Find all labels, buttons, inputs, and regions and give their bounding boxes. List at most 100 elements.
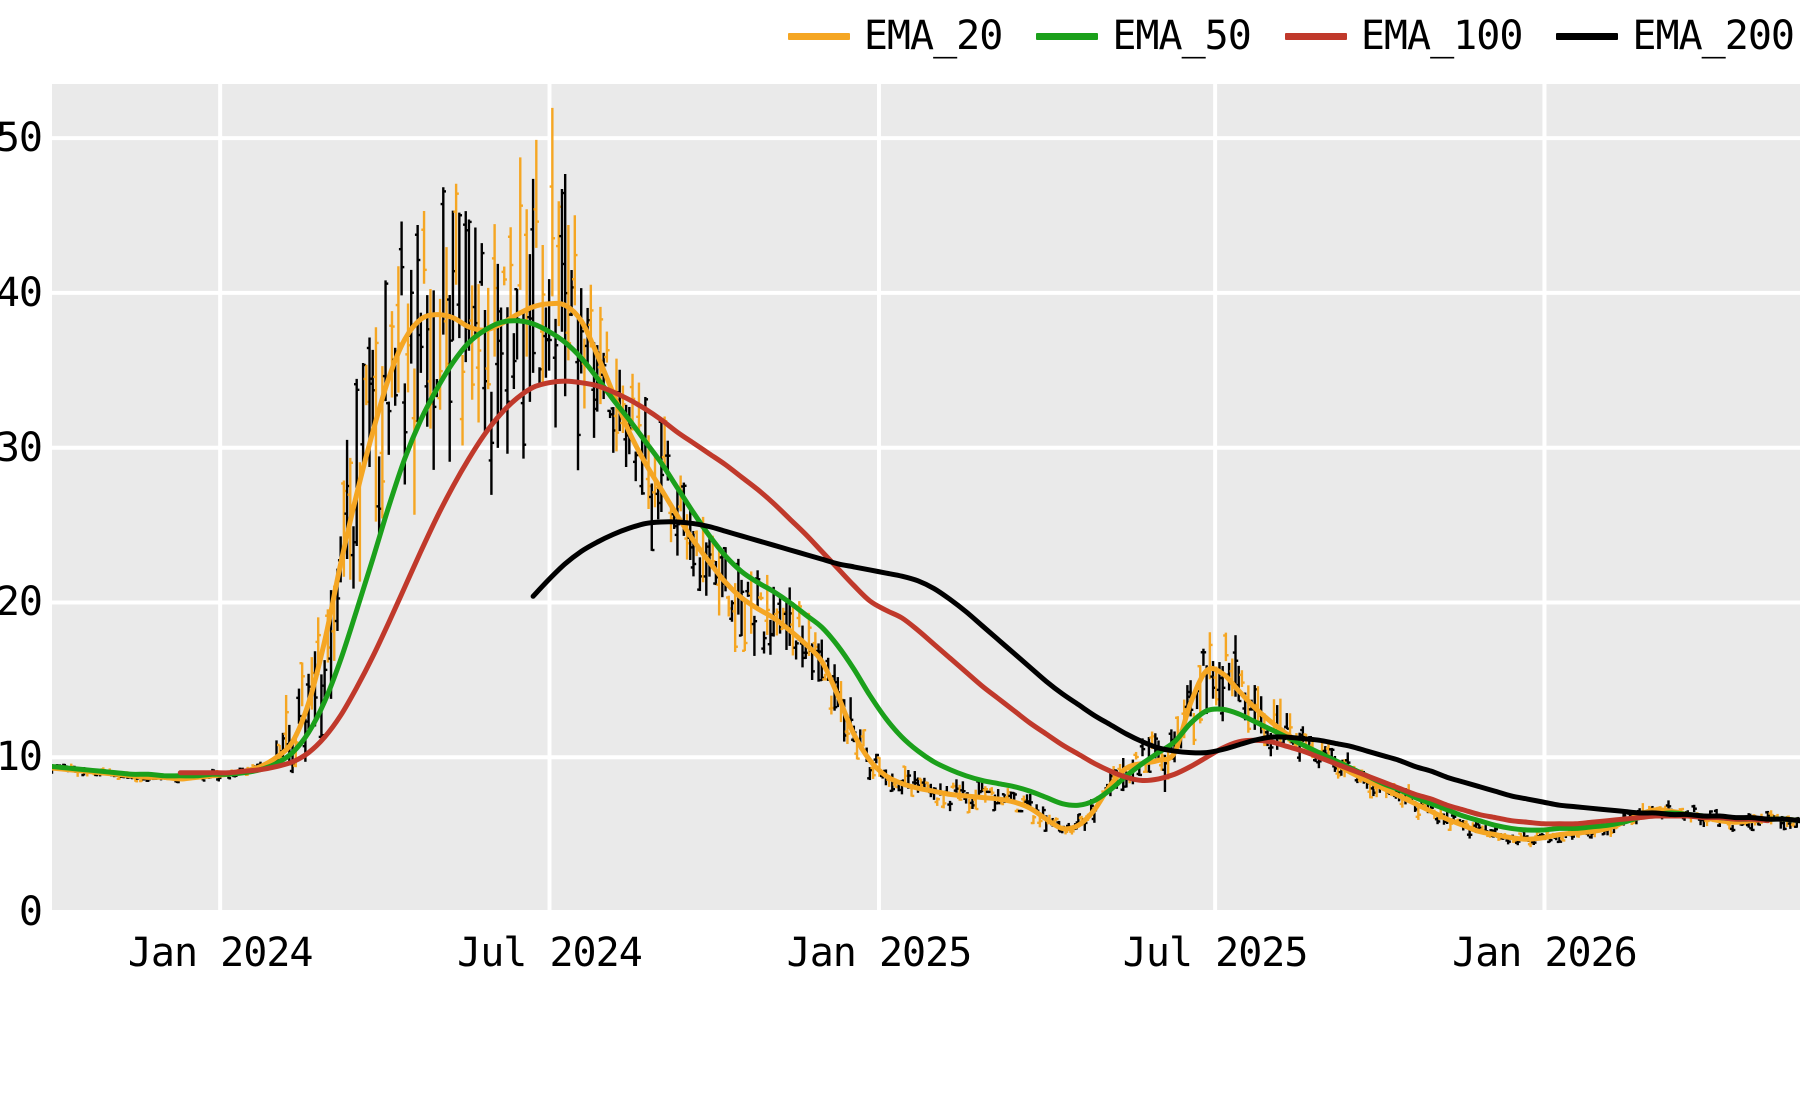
y-axis-tick-label: 20 (0, 579, 43, 626)
legend-item-ema_100[interactable]: EMA_100 (1284, 16, 1523, 56)
ohlc-bar (742, 602, 748, 652)
ohlc-bar (475, 284, 482, 423)
legend-line-swatch (1284, 32, 1347, 40)
ohlc-bar (633, 451, 639, 482)
ohlc-bar (520, 311, 527, 459)
ohlc-bar (796, 601, 803, 628)
ohlc-bar (761, 631, 767, 654)
ohlc-bar (956, 784, 963, 801)
legend-line-swatch (1036, 32, 1099, 40)
ohlc-bar (501, 266, 507, 286)
legend-line-swatch (1556, 32, 1619, 40)
y-axis-tick-label: 40 (0, 269, 43, 316)
ohlc-bar (488, 391, 495, 495)
ohlc-bar (540, 244, 546, 386)
ohlc-bar (793, 640, 799, 660)
ohlc-bar (456, 212, 463, 339)
ohlc-bar (947, 800, 953, 812)
ohlc-bar (350, 526, 357, 589)
ohlc-bar (758, 592, 764, 601)
ohlc-bar (296, 688, 302, 724)
ohlc-bar (738, 579, 745, 637)
legend-item-ema_200[interactable]: EMA_200 (1556, 13, 1795, 59)
ohlc-bar (1781, 821, 1787, 831)
ohlc-bar (575, 316, 581, 471)
ohlc-bar (556, 201, 562, 327)
ohlc-bar (459, 355, 466, 446)
legend-line-swatch (787, 32, 850, 40)
ohlc-bar (1329, 747, 1335, 758)
ohlc-bar (940, 793, 947, 809)
ohlc-bar (1316, 759, 1322, 769)
ohlc-bar (321, 660, 328, 699)
gridlines (52, 84, 1800, 912)
ohlc-bar (697, 557, 703, 592)
legend-item-ema_20[interactable]: EMA_20 (787, 13, 1003, 59)
ohlc-bar (1053, 817, 1059, 822)
ohlc-bar (299, 661, 305, 707)
y-axis-tick-label: 30 (0, 424, 43, 471)
ohlc-bar (527, 254, 533, 402)
ohlc-bar (453, 183, 459, 285)
legend-item-label: EMA_50 (1112, 13, 1251, 59)
ohlc-bar (511, 333, 517, 390)
ohlc-bar (889, 773, 896, 793)
legend-item-label: EMA_200 (1632, 13, 1795, 59)
ohlc-bar (1345, 752, 1351, 766)
ohlc-bar (607, 409, 613, 419)
x-axis-tick-label: Jan 2025 (786, 930, 973, 976)
ohlc-bar (1030, 815, 1037, 825)
ohlc-bar (860, 728, 867, 747)
ohlc-bar (523, 209, 530, 357)
ohlc-bar (1133, 751, 1139, 760)
ohlc-bar (533, 139, 540, 248)
ohlc-bar (546, 279, 552, 371)
ohlc-bar (517, 157, 523, 290)
chart-canvas (52, 84, 1800, 912)
ohlc-bar (751, 615, 758, 656)
ohlc-bar (1011, 791, 1017, 800)
ohlc-bar (562, 173, 568, 397)
legend-item-ema_50[interactable]: EMA_50 (1036, 13, 1252, 59)
series-line-ema_100 (177, 378, 1771, 827)
y-axis-tick-label: 50 (0, 115, 43, 162)
ohlc-bar (604, 331, 610, 363)
ohlc-bar (405, 303, 411, 393)
legend-item-label: EMA_20 (863, 13, 1003, 59)
ohlc-bar (1434, 816, 1441, 825)
ohlc-bar (581, 338, 588, 409)
ohlc-bar (1729, 825, 1736, 832)
ohlc-bar (437, 298, 443, 410)
ohlc-bar (363, 364, 370, 406)
ohlc-bar (408, 269, 414, 364)
y-axis-tick-label: 10 (0, 734, 43, 781)
ohlc-bar (989, 787, 995, 796)
ohlc-bar (447, 294, 453, 462)
ohlc-bar (767, 619, 774, 655)
x-axis-tick-labels: Jan 2024 Jul 2024 Jan 2025 Jul 2025 Jan 2026 (52, 912, 1800, 992)
ohlc-bar (960, 781, 966, 795)
ohlc-bar (386, 401, 392, 455)
ohlc-bar (549, 107, 556, 297)
ohlc-bar (828, 695, 835, 715)
x-axis-tick-label: Jul 2025 (1122, 930, 1309, 976)
chart-legend: EMA_20 EMA_50 EMA_100 EMA_200 (0, 0, 1800, 72)
ohlc-bar (1749, 822, 1755, 832)
ohlc-bar (1200, 648, 1207, 666)
ohlc-bar (421, 211, 427, 284)
ohlc-bar (514, 287, 520, 360)
ohlc-bar (463, 211, 469, 363)
ohlc-bar (786, 587, 793, 646)
ohlc-bar (402, 383, 408, 485)
plot-area (52, 84, 1800, 912)
ohlc-bar (934, 797, 940, 806)
ohlc-bar (376, 456, 382, 534)
price-ohlc-bars (52, 107, 1800, 848)
ohlc-bar (395, 266, 402, 393)
ohlc-bar (389, 311, 395, 398)
ohlc-bar (440, 187, 446, 335)
ohlc-bar (1239, 670, 1245, 687)
series-line-ema_20 (52, 300, 1800, 842)
ohlc-bar (799, 625, 806, 668)
